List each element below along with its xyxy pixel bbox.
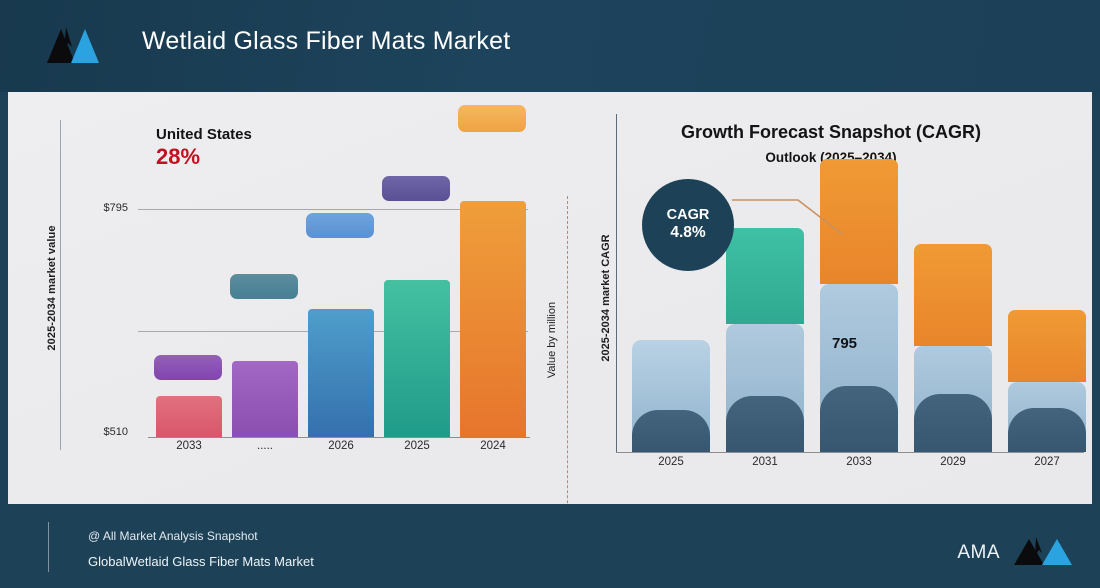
footer-ama-mountain-logo-icon xyxy=(1012,534,1078,568)
gridline-795 xyxy=(138,209,528,210)
segment-base-2027 xyxy=(1008,408,1086,452)
segment-base-2033 xyxy=(820,386,898,452)
bar-2026[interactable] xyxy=(308,309,374,437)
stacked-bar-2033[interactable] xyxy=(820,159,898,452)
footer-line-1: @ All Market Analysis Snapshot xyxy=(88,529,258,543)
right-plot-area: 2025 2031 2033 2029 2027 xyxy=(616,92,1092,468)
bar-dots[interactable] xyxy=(232,361,298,437)
x-label-dots: ..... xyxy=(257,440,273,452)
page-header: Wetlaid Glass Fiber Mats Market xyxy=(0,0,1100,92)
left-chart-panel: 2025-2034 market value Value by million … xyxy=(8,92,564,504)
right-y-axis-line xyxy=(616,114,617,452)
right-chart-title: Growth Forecast Snapshot (CAGR) xyxy=(680,122,981,142)
bar-2033[interactable] xyxy=(156,396,222,437)
right-chart-panel: 2025-2034 market CAGR Growth Forecast Sn… xyxy=(570,92,1092,504)
left-y-axis-label: 2025-2034 market value xyxy=(46,225,58,351)
cagr-connector-line xyxy=(732,199,843,235)
r-x-label-2031: 2031 xyxy=(752,456,778,468)
left-secondary-axis-label: Value by million xyxy=(546,301,558,379)
dashboard-card: 2025-2034 market value Value by million … xyxy=(8,92,1092,583)
x-label-2024: 2024 xyxy=(480,440,506,452)
r-x-label-2033: 2033 xyxy=(846,456,872,468)
segment-base-2031 xyxy=(726,396,804,452)
region-percent: 28% xyxy=(156,144,201,169)
x-label-2033: 2033 xyxy=(176,440,202,452)
footer-line-2: GlobalWetlaid Glass Fiber Mats Market xyxy=(88,554,314,569)
footer-brand-text: AMA xyxy=(957,542,1000,563)
x-label-2026: 2026 xyxy=(328,440,354,452)
y-tick-795: $795 xyxy=(103,202,128,214)
segment-top-2033 xyxy=(820,159,898,284)
segment-top-2027 xyxy=(1008,310,1086,382)
left-x-axis-line xyxy=(148,437,530,438)
footer-divider xyxy=(48,522,49,572)
bar-cap-2025 xyxy=(382,176,450,201)
y-tick-510: $510 xyxy=(103,426,128,438)
segment-base-2025 xyxy=(632,410,710,452)
cagr-badge-value: 4.8% xyxy=(670,224,706,242)
bar-2025[interactable] xyxy=(384,280,450,437)
bar-cap-2024 xyxy=(458,105,526,132)
r-x-label-2025: 2025 xyxy=(658,456,684,468)
segment-top-2031 xyxy=(726,228,804,324)
value-callout-795: 795 xyxy=(832,335,858,352)
right-x-axis-line xyxy=(616,452,1084,453)
segment-base-2029 xyxy=(914,394,992,452)
bar-cap-2033 xyxy=(154,355,222,380)
x-label-2025: 2025 xyxy=(404,440,430,452)
bar-cap-2026 xyxy=(306,213,374,238)
segment-top-2029 xyxy=(914,244,992,346)
right-y-axis-label: 2025-2034 market CAGR xyxy=(600,234,612,362)
page-title: Wetlaid Glass Fiber Mats Market xyxy=(142,27,511,55)
left-y-axis-line xyxy=(60,120,61,450)
page-footer: @ All Market Analysis Snapshot GlobalWet… xyxy=(0,504,1100,588)
cagr-badge-title: CAGR xyxy=(666,207,710,224)
cagr-badge: CAGR 4.8% xyxy=(642,179,734,271)
r-x-label-2027: 2027 xyxy=(1034,456,1060,468)
stacked-bar-2027[interactable] xyxy=(1008,310,1086,452)
stacked-bar-2031[interactable] xyxy=(726,228,804,452)
left-plot-area: 2033 ..... 2026 2025 2024 xyxy=(148,92,528,452)
region-label: United States xyxy=(156,126,252,143)
panel-divider xyxy=(567,196,568,583)
stacked-bar-2025[interactable] xyxy=(632,340,710,452)
ama-mountain-logo-icon xyxy=(44,21,102,67)
bar-2024[interactable] xyxy=(460,201,526,437)
stacked-bar-2029[interactable] xyxy=(914,244,992,452)
r-x-label-2029: 2029 xyxy=(940,456,966,468)
bar-cap-dots-2 xyxy=(230,274,298,299)
